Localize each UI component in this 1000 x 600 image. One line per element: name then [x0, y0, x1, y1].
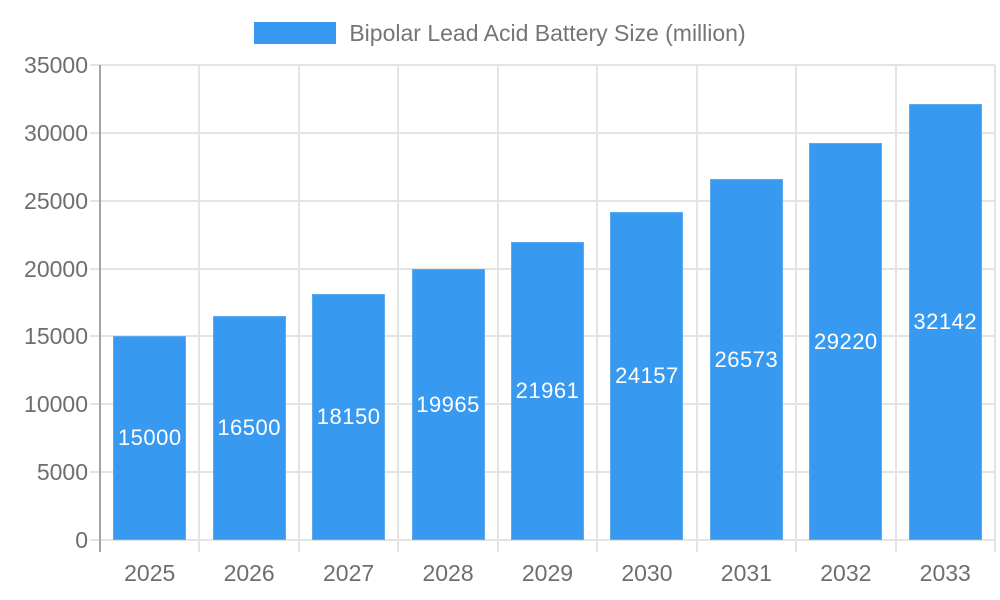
- bar-value-label: 21961: [515, 377, 580, 403]
- y-axis-label: 10000: [24, 391, 88, 418]
- bar-value-label: 26573: [714, 346, 779, 372]
- y-axis-label: 15000: [24, 323, 88, 350]
- y-axis-tick: [90, 403, 100, 406]
- gridline-vertical: [894, 65, 897, 540]
- bar-2031: 26573: [709, 179, 783, 540]
- x-axis-label: 2027: [323, 560, 375, 586]
- y-axis-tick: [90, 267, 100, 270]
- legend-swatch: [254, 22, 337, 44]
- bar-2033: 32142: [908, 103, 982, 540]
- gridline-vertical: [297, 65, 300, 540]
- gridline-vertical: [596, 65, 599, 540]
- y-axis-label: 30000: [24, 119, 88, 146]
- x-axis-tick: [994, 540, 996, 552]
- bar-2025: 15000: [113, 336, 187, 540]
- bar-2026: 16500: [212, 316, 286, 540]
- y-axis-label: 0: [75, 527, 88, 553]
- gridline-vertical: [994, 65, 996, 540]
- bar-value-label: 18150: [316, 403, 381, 429]
- x-axis-tick: [198, 540, 201, 552]
- y-axis-label: 5000: [36, 459, 88, 486]
- x-axis-label: 2030: [621, 560, 673, 586]
- bar-value-label: 19965: [416, 391, 480, 417]
- x-axis-tick: [695, 540, 698, 552]
- x-axis-tick: [596, 540, 599, 552]
- bar-2032: 29220: [809, 143, 883, 540]
- x-axis-label: 2029: [521, 560, 574, 586]
- bar-value-label: 32142: [913, 308, 978, 334]
- gridline-horizontal: [100, 64, 995, 66]
- y-axis-tick: [90, 471, 100, 474]
- x-axis-tick: [795, 540, 798, 552]
- x-axis-tick: [496, 540, 499, 552]
- legend-label: Bipolar Lead Acid Battery Size (million): [349, 20, 746, 46]
- x-axis-label: 2033: [919, 560, 971, 586]
- y-axis-tick: [90, 539, 100, 541]
- gridline-vertical: [198, 65, 201, 540]
- gridline-horizontal: [100, 131, 995, 134]
- x-axis-tick: [894, 540, 897, 552]
- y-axis-label: 35000: [24, 52, 88, 78]
- bar-2030: 24157: [610, 212, 684, 540]
- bar-value-label: 24157: [615, 363, 679, 389]
- bar-value-label: 29220: [813, 328, 878, 354]
- bar-2029: 21961: [511, 241, 584, 540]
- y-axis-label: 25000: [24, 187, 88, 214]
- y-axis-tick: [90, 64, 100, 66]
- gridline-horizontal: [100, 199, 995, 202]
- x-axis-label: 2025: [124, 560, 176, 586]
- bar-2027: 18150: [312, 293, 386, 540]
- gridline-vertical: [496, 65, 499, 540]
- gridline-vertical: [795, 65, 798, 540]
- legend[interactable]: Bipolar Lead Acid Battery Size (million): [0, 20, 1000, 46]
- y-axis-label: 20000: [24, 255, 88, 282]
- x-axis-tick: [397, 540, 400, 552]
- x-axis-tick: [297, 540, 300, 552]
- gridline-vertical: [695, 65, 698, 540]
- gridline-vertical: [397, 65, 400, 540]
- bar-2028: 19965: [411, 269, 485, 540]
- x-axis-label: 2028: [422, 560, 474, 586]
- bar-value-label: 15000: [117, 425, 182, 451]
- x-axis-label: 2026: [223, 560, 275, 586]
- y-axis-line: [99, 65, 101, 552]
- gridline-horizontal: [100, 539, 995, 541]
- y-axis-tick: [90, 335, 100, 338]
- x-axis-label: 2032: [820, 560, 872, 586]
- y-axis-tick: [90, 199, 100, 202]
- y-axis-tick: [90, 131, 100, 134]
- bar-value-label: 16500: [217, 415, 281, 441]
- x-axis-label: 2031: [720, 560, 772, 586]
